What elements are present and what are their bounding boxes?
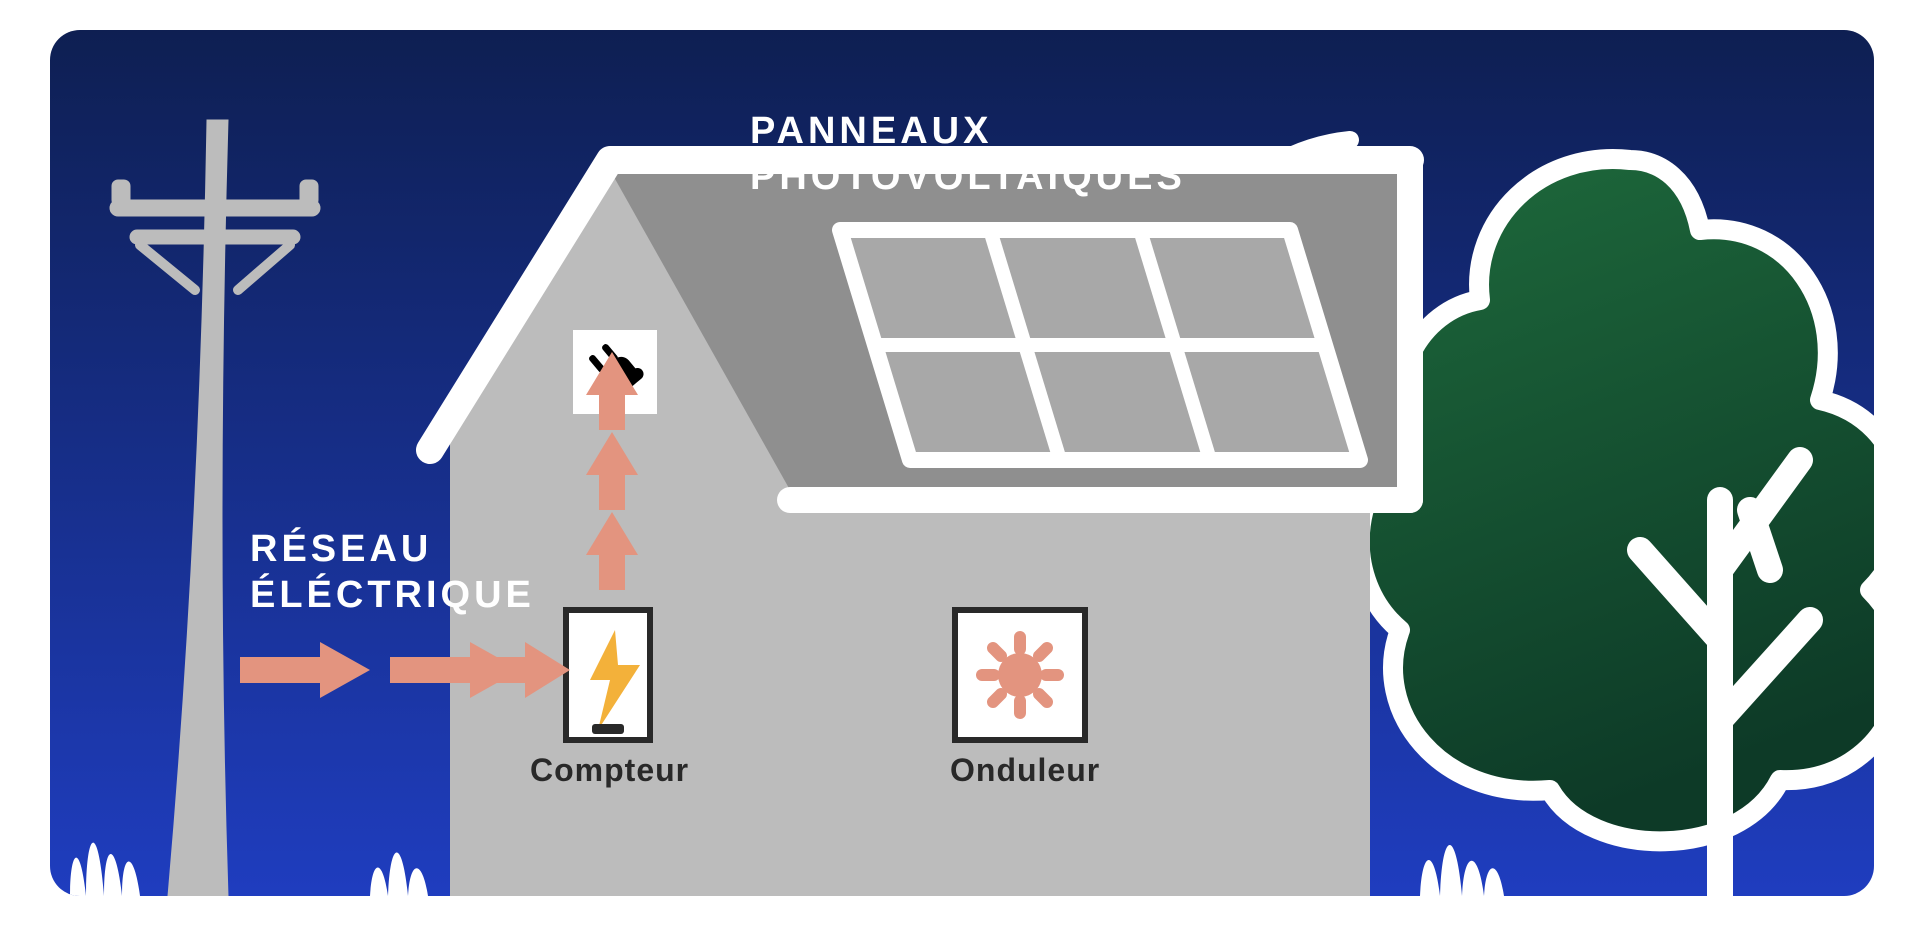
panels-label-line1: PANNEAUX bbox=[750, 110, 992, 153]
inverter-box bbox=[955, 610, 1085, 740]
diagram-frame: PANNEAUX PHOTOVOLTAÏQUES RÉSEAU ÉLÉCTRIQ… bbox=[0, 0, 1924, 926]
meter-label: Compteur bbox=[530, 752, 689, 789]
grid-label-line1: RÉSEAU bbox=[250, 528, 432, 571]
inverter-label: Onduleur bbox=[950, 752, 1100, 789]
grid-label-line2: ÉLÉCTRIQUE bbox=[250, 574, 535, 617]
panels-label-line2: PHOTOVOLTAÏQUES bbox=[750, 156, 1186, 199]
solar-panels-icon bbox=[840, 230, 1360, 460]
scene: PANNEAUX PHOTOVOLTAÏQUES RÉSEAU ÉLÉCTRIQ… bbox=[50, 30, 1874, 896]
meter-box bbox=[566, 610, 650, 740]
